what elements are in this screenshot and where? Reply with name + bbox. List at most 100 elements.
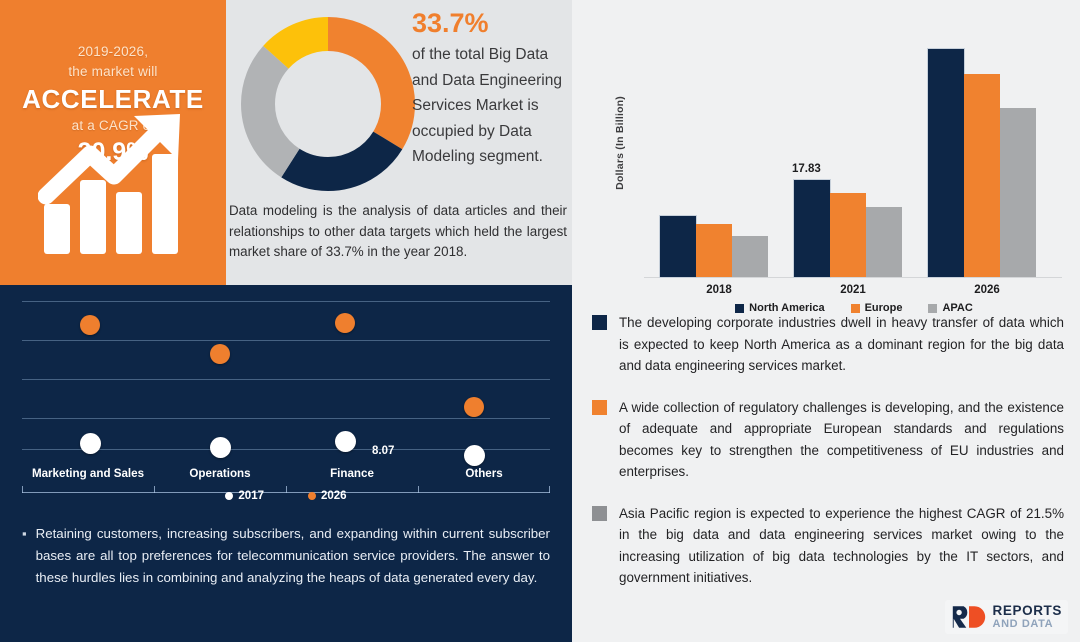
bar-chart-plot-area: 17.83 2018 2021 2026 <box>644 17 1062 296</box>
dotplot-data-label: 8.07 <box>372 445 395 457</box>
dotplot-point-2017-operations <box>210 437 231 458</box>
growth-arrow-bars-icon <box>38 114 180 254</box>
bullet-square-icon-orange <box>592 399 607 415</box>
donut-statement-text: of the total Big Data and Data Engineeri… <box>412 46 562 165</box>
dotplot-legend-item-2017: 2017 <box>225 490 264 502</box>
dotplot-legend-label-2017: 2017 <box>238 490 264 502</box>
dotplot-point-2026-marketing <box>80 315 100 335</box>
legend-dot-icon <box>225 492 234 500</box>
cagr-highlight-panel: 2019-2026, the market will ACCELERATE at… <box>0 0 226 285</box>
dotplot-point-2017-finance <box>335 431 356 452</box>
bar-2021-north-america <box>793 179 831 278</box>
donut-body-text: Data modeling is the analysis of data ar… <box>229 203 567 259</box>
donut-chart <box>238 14 418 194</box>
cagr-subtitle-label: the market will <box>68 64 158 79</box>
bar-x-label-2026: 2026 <box>974 284 1000 296</box>
cagr-period-label: 2019-2026, <box>77 44 149 59</box>
cagr-at-label: at a CAGR of <box>71 118 155 133</box>
regional-insight-europe: A wide collection of regulatory challeng… <box>592 397 1064 483</box>
regional-insight-north-america: The developing corporate industries dwel… <box>592 312 1064 377</box>
donut-slice-d <box>241 17 415 191</box>
dotplot-point-2026-others <box>464 397 484 417</box>
dotplot-category-labels: Marketing and Sales Operations Finance O… <box>22 467 550 480</box>
bar-data-label-2021-north-america: 17.83 <box>792 163 821 175</box>
donut-slice-b <box>241 17 415 191</box>
application-panel: 8.07 Marketing and Sales Operations Fina… <box>0 285 572 642</box>
dotplot-point-2017-others <box>464 445 485 466</box>
regional-insight-apac: Asia Pacific region is expected to exper… <box>592 503 1064 589</box>
rd-monogram-icon <box>952 605 985 628</box>
bar-2026-apac <box>1000 108 1036 277</box>
dotplot-gridlines <box>22 293 550 458</box>
telecom-insight-text: Retaining customers, increasing subscrib… <box>35 526 550 585</box>
bar-x-label-2018: 2018 <box>706 284 732 296</box>
bar-2018-apac <box>732 236 768 277</box>
dotplot-legend: 2017 2026 <box>0 490 572 502</box>
axis-tick <box>418 486 419 493</box>
bullet-square-icon-navy <box>592 315 607 330</box>
regional-insight-text-north-america: The developing corporate industries dwel… <box>619 315 1064 373</box>
regional-insight-text-apac: Asia Pacific region is expected to exper… <box>619 505 1064 586</box>
bar-group-2018 <box>659 17 778 278</box>
bullet-marker-icon: ▪ <box>22 526 27 541</box>
legend-swatch-icon <box>850 303 860 313</box>
legend-dot-icon <box>308 492 316 500</box>
axis-tick <box>154 486 155 493</box>
bar-legend-label-north-america: North America <box>749 302 825 314</box>
gridline <box>22 449 550 450</box>
dotplot-point-2026-finance <box>335 313 355 333</box>
cagr-accelerate-label: ACCELERATE <box>22 84 204 114</box>
bar-2021-europe <box>830 193 866 277</box>
donut-percent-label: 33.7% <box>412 8 489 38</box>
bar-2018-europe <box>696 224 732 277</box>
bar-2026-north-america <box>927 48 965 278</box>
dotplot-legend-item-2026: 2026 <box>308 490 347 502</box>
donut-slice-c <box>241 17 415 191</box>
dotplot-category-operations: Operations <box>189 467 251 480</box>
axis-tick <box>22 486 23 493</box>
reports-and-data-logo: REPORTS AND DATA <box>944 599 1068 634</box>
bar-group-2026 <box>927 17 1046 278</box>
bar-legend-label-apac: APAC <box>942 302 973 314</box>
bar-chart-y-axis-label: Dollars (In Billion) <box>614 96 626 190</box>
regional-insight-text-europe: A wide collection of regulatory challeng… <box>619 399 1064 480</box>
legend-swatch-icon <box>735 303 745 313</box>
gridline <box>22 418 550 419</box>
application-dotplot-chart: 8.07 <box>22 293 550 493</box>
bar-x-label-2021: 2021 <box>840 284 866 296</box>
bar-legend-label-europe: Europe <box>864 302 903 314</box>
gridline <box>22 340 550 341</box>
bullet-square-icon-gray <box>592 505 607 521</box>
dotplot-legend-label-2026: 2026 <box>321 490 347 502</box>
donut-segment-panel: 33.7% of the total Big Data and Data Eng… <box>226 0 572 285</box>
axis-tick <box>286 486 287 493</box>
regional-panel: Dollars (In Billion) 17.83 <box>572 0 1080 642</box>
bar-2026-europe <box>964 74 1000 277</box>
regional-insight-list: The developing corporate industries dwel… <box>592 312 1064 609</box>
axis-tick <box>549 486 550 493</box>
logo-line-1: REPORTS <box>992 602 1062 618</box>
donut-chart-svg <box>241 17 415 191</box>
logo-line-2: AND DATA <box>992 618 1054 630</box>
regional-bar-chart: Dollars (In Billion) 17.83 <box>602 10 1072 314</box>
gridline <box>22 379 550 380</box>
logo-wordmark: REPORTS AND DATA <box>992 602 1062 631</box>
dotplot-category-finance: Finance <box>330 467 374 480</box>
telecom-insight-bullet: ▪ Retaining customers, increasing subscr… <box>22 523 550 589</box>
bar-chart-baseline <box>644 277 1062 278</box>
bar-legend-item-europe: Europe <box>850 302 903 314</box>
dotplot-category-others: Others <box>465 467 503 480</box>
bar-2021-apac <box>866 207 902 277</box>
bar-legend-item-north-america: North America <box>735 302 825 314</box>
bar-chart-legend: North America Europe APAC <box>644 302 1064 314</box>
bar-group-2021: 17.83 <box>792 17 912 278</box>
dotplot-category-marketing: Marketing and Sales <box>31 467 145 480</box>
dotplot-point-2017-marketing <box>80 433 101 454</box>
gridline <box>22 301 550 302</box>
donut-statement: 33.7% of the total Big Data and Data Eng… <box>412 6 564 170</box>
bar-2018-north-america <box>659 215 697 278</box>
dotplot-point-2026-operations <box>210 344 230 364</box>
bar-legend-item-apac: APAC <box>928 302 973 314</box>
legend-swatch-icon <box>928 303 938 313</box>
